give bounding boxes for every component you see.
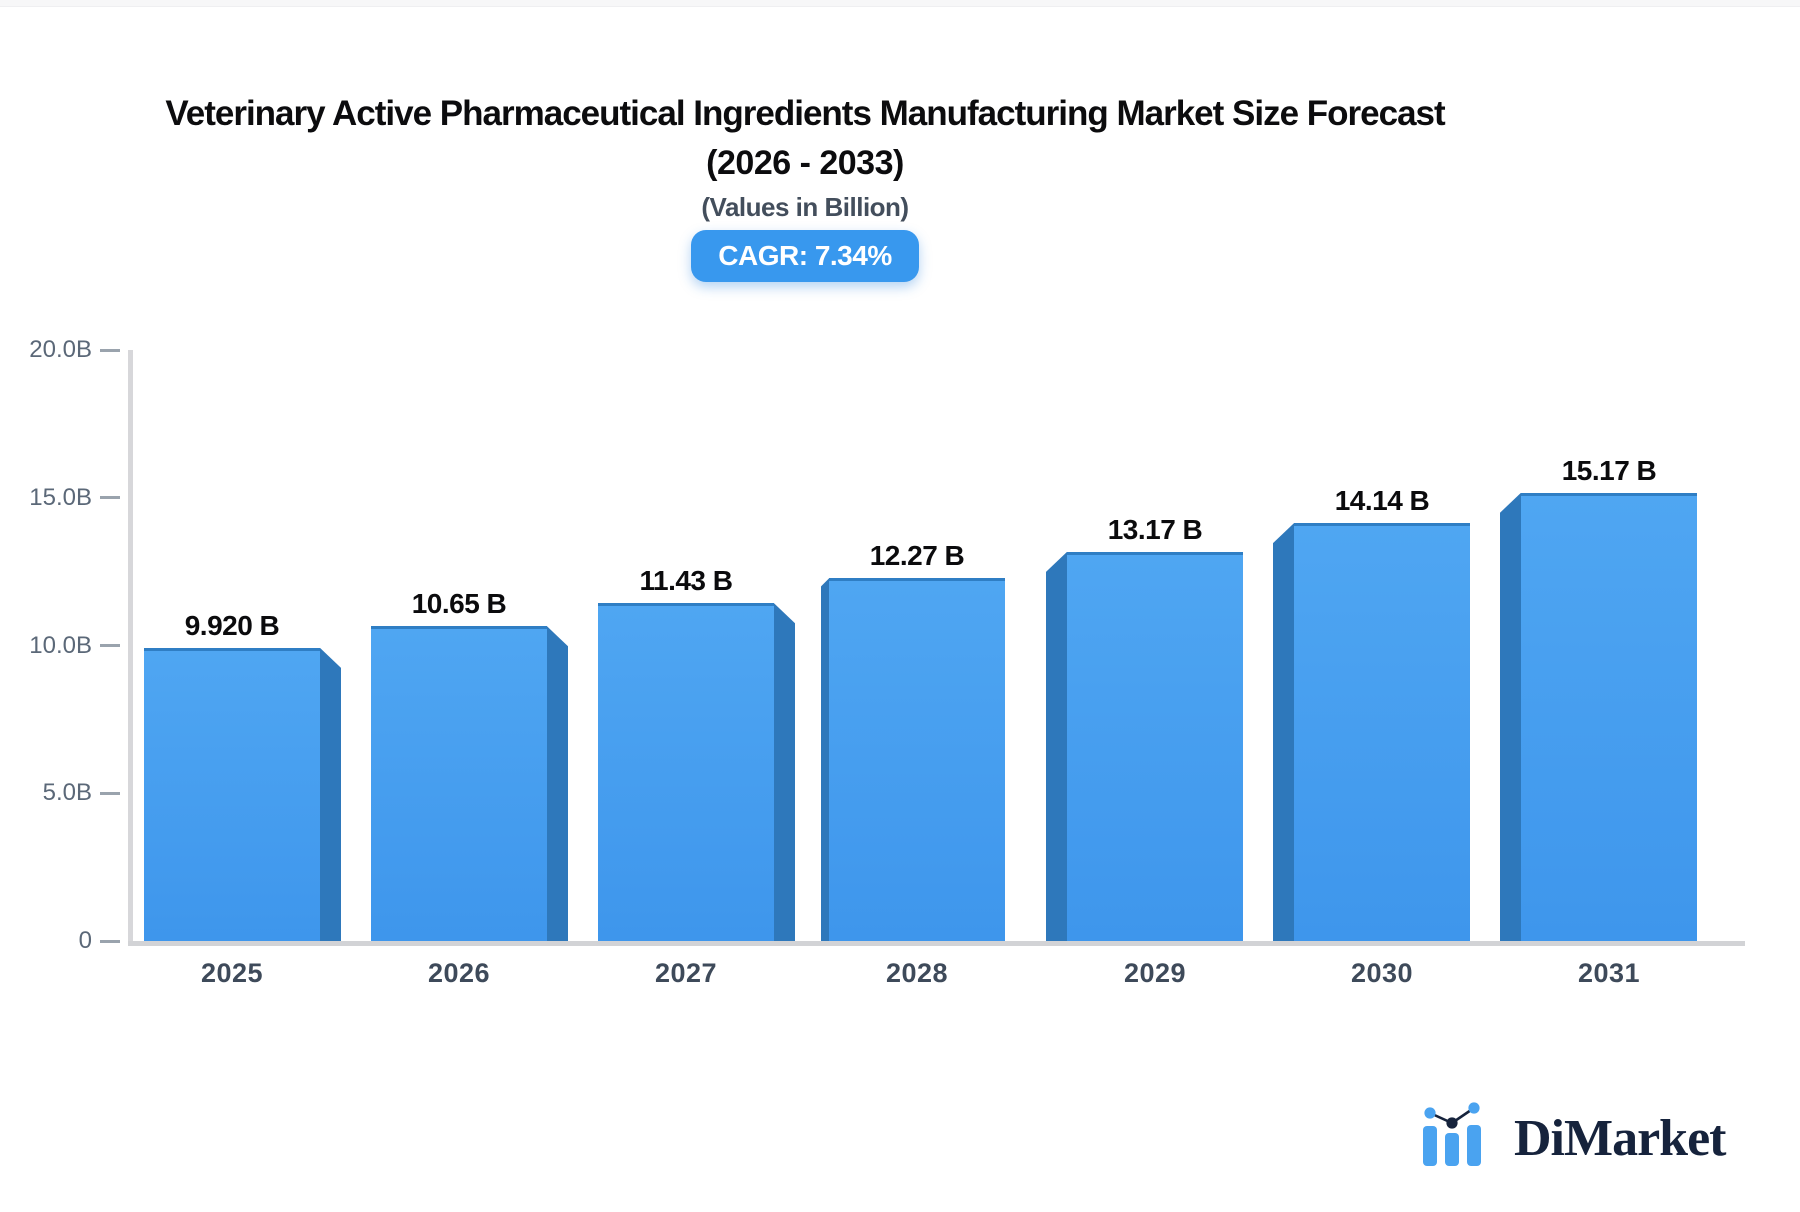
y-tick-label: 10.0B: [29, 631, 92, 659]
y-tick-mark: [100, 791, 120, 795]
bar-2027[interactable]: 11.43 B 2027: [598, 565, 774, 988]
page-top-strip: [0, 0, 1800, 7]
bar-value-label: 13.17 B: [1107, 513, 1203, 545]
bar-group-2025: 9.920 B 2025: [144, 610, 341, 988]
bar-side-shadow: [1500, 492, 1521, 941]
bar-side-shadow: [774, 603, 795, 941]
x-axis-label-2030: 2030: [1350, 958, 1414, 988]
bar-group-2030: 14.14 B 2030: [1273, 485, 1470, 988]
bar-value-label: 9.920 B: [184, 609, 280, 641]
chart-header: Veterinary Active Pharmaceutical Ingredi…: [50, 92, 1560, 282]
bar-2028[interactable]: 12.27 B 2028: [829, 540, 1005, 988]
x-axis-label-2029: 2029: [1123, 958, 1187, 988]
bar-side-shadow: [821, 578, 829, 941]
dimarket-logo-text: DiMarket: [1514, 1110, 1726, 1167]
bar-side-shadow: [547, 626, 568, 941]
dimarket-logo-icon: [1423, 1102, 1481, 1166]
bar-side-shadow: [320, 647, 341, 941]
bar-2031[interactable]: 15.17 B 2031: [1521, 455, 1697, 988]
y-tick-label: 15.0B: [29, 483, 92, 511]
y-tick-label: 0: [78, 927, 92, 954]
bar-value-label: 15.17 B: [1561, 454, 1657, 486]
chart-title: Veterinary Active Pharmaceutical Ingredi…: [165, 94, 1445, 133]
bar-2030[interactable]: 14.14 B 2030: [1294, 485, 1470, 988]
cagr-badge: CAGR: 7.34%: [691, 230, 919, 282]
y-tick-mark: [100, 348, 120, 352]
bar-group-2031: 15.17 B 2031: [1500, 455, 1697, 988]
x-axis-baseline: [128, 941, 1745, 946]
y-tick-mark: [100, 644, 120, 647]
x-axis-label-2027: 2027: [654, 958, 718, 988]
chart-subtitle: (Values in Billion): [701, 192, 909, 222]
bar-2026[interactable]: 10.65 B 2026: [371, 588, 547, 988]
y-axis-line: [128, 350, 133, 946]
x-axis-label-2025: 2025: [200, 958, 264, 988]
bar-value-label: 14.14 B: [1334, 485, 1430, 517]
y-tick-mark: [100, 496, 120, 500]
y-tick-mark: [100, 939, 120, 943]
bar-value-label: 10.65 B: [411, 588, 507, 620]
bar-value-label: 12.27 B: [869, 540, 965, 572]
x-axis-label-2028: 2028: [885, 958, 949, 988]
y-tick-label: 20.0B: [29, 336, 92, 363]
bar-value-label: 11.43 B: [639, 565, 733, 597]
bar-group-2028: 12.27 B 2028: [821, 540, 1005, 988]
bar-2025[interactable]: 9.920 B 2025: [144, 610, 320, 988]
bar-2029[interactable]: 13.17 B 2029: [1067, 514, 1243, 988]
bar-side-shadow: [1046, 551, 1067, 941]
dimarket-logo[interactable]: DiMarket: [1420, 1092, 1726, 1168]
bar-group-2029: 13.17 B 2029: [1046, 514, 1243, 988]
bar-side-shadow: [1273, 523, 1294, 941]
bar-group-2027: 11.43 B 2027: [598, 565, 795, 988]
bar-group-2026: 10.65 B 2026: [371, 588, 568, 988]
x-axis-label-2026: 2026: [427, 958, 491, 988]
x-axis-label-2031: 2031: [1577, 958, 1641, 988]
y-tick-label: 5.0B: [42, 779, 92, 807]
chart-title-years: (2026 - 2033): [706, 144, 904, 182]
